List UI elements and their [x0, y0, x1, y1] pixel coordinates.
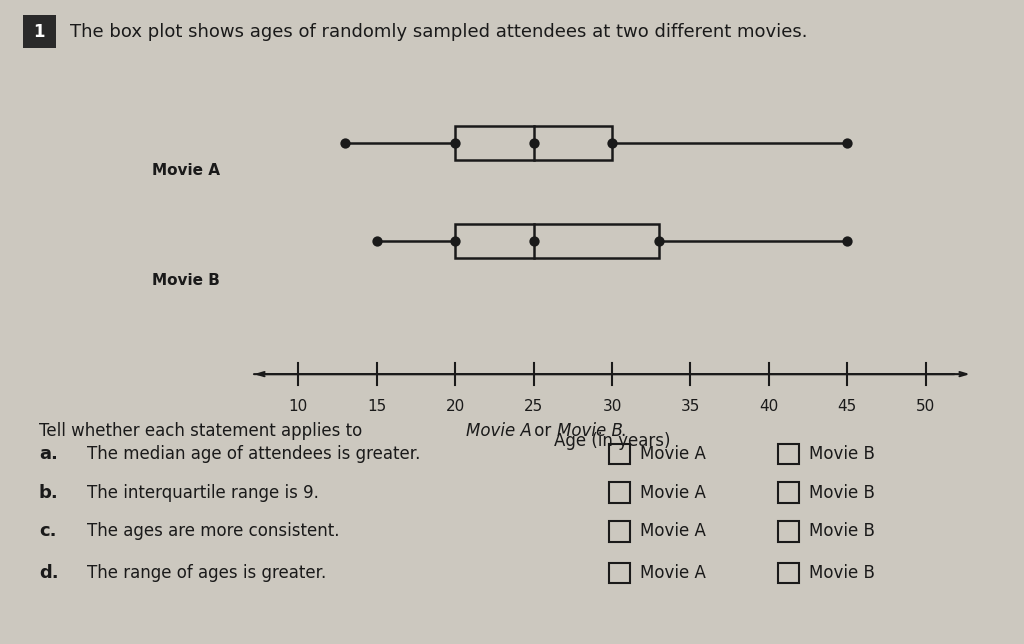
Point	[839, 138, 855, 148]
Text: 35: 35	[681, 399, 700, 414]
Point	[369, 236, 385, 246]
Point	[839, 236, 855, 246]
Text: The range of ages is greater.: The range of ages is greater.	[87, 564, 327, 582]
Text: 10: 10	[289, 399, 308, 414]
Point	[446, 236, 463, 246]
Text: The median age of attendees is greater.: The median age of attendees is greater.	[87, 445, 421, 463]
Point	[604, 138, 621, 148]
Text: Movie A: Movie A	[640, 522, 706, 540]
Text: Movie A: Movie A	[153, 163, 220, 178]
Text: Movie A: Movie A	[640, 445, 706, 463]
Text: Movie A: Movie A	[640, 564, 706, 582]
Text: Movie B: Movie B	[809, 445, 874, 463]
Bar	[455, 224, 659, 258]
Text: The ages are more consistent.: The ages are more consistent.	[87, 522, 340, 540]
Text: or: or	[529, 422, 557, 440]
Text: The interquartile range is 9.: The interquartile range is 9.	[87, 484, 318, 502]
Text: 1: 1	[34, 23, 45, 41]
Text: Movie A: Movie A	[466, 422, 531, 440]
Text: 20: 20	[445, 399, 465, 414]
Text: .: .	[621, 422, 626, 440]
Point	[525, 236, 542, 246]
Text: Movie B: Movie B	[557, 422, 623, 440]
Text: c.: c.	[39, 522, 56, 540]
Text: 45: 45	[838, 399, 857, 414]
Text: Movie B: Movie B	[809, 484, 874, 502]
Text: a.: a.	[39, 445, 57, 463]
Text: The box plot shows ages of randomly sampled attendees at two different movies.: The box plot shows ages of randomly samp…	[70, 23, 807, 41]
Text: 30: 30	[602, 399, 622, 414]
Point	[337, 138, 353, 148]
Text: Movie B: Movie B	[153, 272, 220, 288]
Text: 25: 25	[524, 399, 543, 414]
Text: b.: b.	[39, 484, 58, 502]
Text: Age (in years): Age (in years)	[554, 432, 671, 450]
Text: 50: 50	[916, 399, 935, 414]
Text: Movie A: Movie A	[640, 484, 706, 502]
Point	[446, 138, 463, 148]
Text: d.: d.	[39, 564, 58, 582]
Point	[525, 138, 542, 148]
Text: Tell whether each statement applies to: Tell whether each statement applies to	[39, 422, 368, 440]
Text: 40: 40	[759, 399, 778, 414]
Point	[651, 236, 668, 246]
Text: Movie B: Movie B	[809, 564, 874, 582]
Text: Movie B: Movie B	[809, 522, 874, 540]
Text: 15: 15	[367, 399, 386, 414]
Bar	[455, 126, 612, 160]
